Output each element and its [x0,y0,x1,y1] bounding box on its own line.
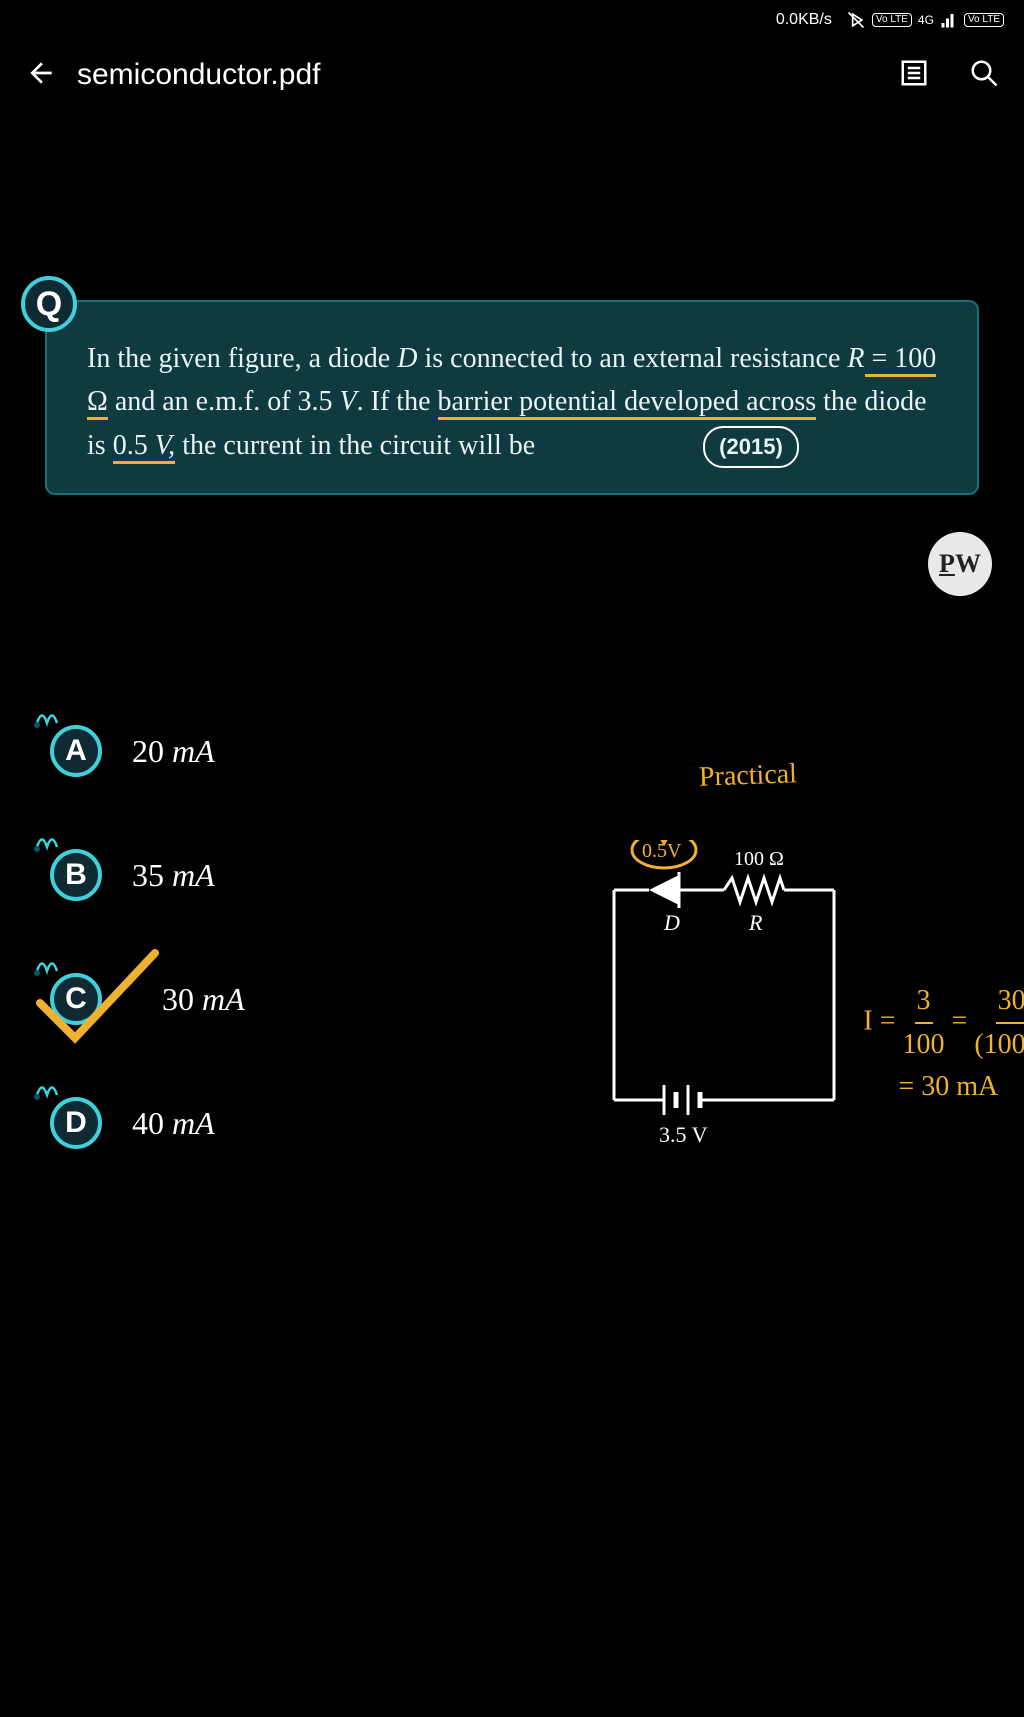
option-a[interactable]: A 20 mA [50,725,979,777]
decor-icon [32,703,62,733]
practical-annotation: Practical [698,758,797,793]
opt-label-d: 40 mA [132,1105,215,1142]
q-badge: Q [21,276,77,332]
decor-icon [32,827,62,857]
network-speed: 0.0KB/s [776,11,832,29]
file-title: semiconductor.pdf [77,58,879,92]
decor-icon [32,1075,62,1105]
pw-logo: PW [928,532,992,596]
calculation-annotation: I = 3 100 = 30 (1000) = 30 mA [863,980,1024,1108]
opt-label-a: 20 mA [132,733,215,770]
opt-badge-a: A [50,725,102,777]
question-box: Q In the given figure, a diode D is conn… [45,300,979,495]
circuit-diagram: Practical D 0.5V 100 Ω R 3.5 V [584,810,964,1210]
back-icon[interactable] [25,57,57,94]
signal-icon [940,11,958,29]
underline-05v: 0.5 V, [113,430,176,464]
opt-badge-d: D [50,1097,102,1149]
opt-badge-b: B [50,849,102,901]
r-symbol: R [748,910,763,935]
opt-label-b: 35 mA [132,857,215,894]
year-badge: (2015) [703,426,799,468]
opt-label-c: 30 mA [162,981,245,1018]
network-4g: 4G [918,13,934,27]
status-bar: 0.0KB/s Vo LTE 4G Vo LTE [0,0,1024,40]
lte-badge-1: Vo LTE [872,13,912,27]
r-value: 100 Ω [734,848,784,870]
mute-icon [846,10,866,30]
diode-label: D [663,910,680,935]
toolbar: semiconductor.pdf [0,40,1024,110]
search-icon[interactable] [969,58,999,93]
lte-badge-2: Vo LTE [964,13,1004,27]
underline-barrier: barrier potential developed across [438,386,817,420]
outline-icon[interactable] [899,58,929,93]
dsv-annotation: 0.5V [642,840,682,862]
battery-label: 3.5 V [659,1122,708,1147]
question-text: In the given figure, a diode D is connec… [87,337,947,468]
